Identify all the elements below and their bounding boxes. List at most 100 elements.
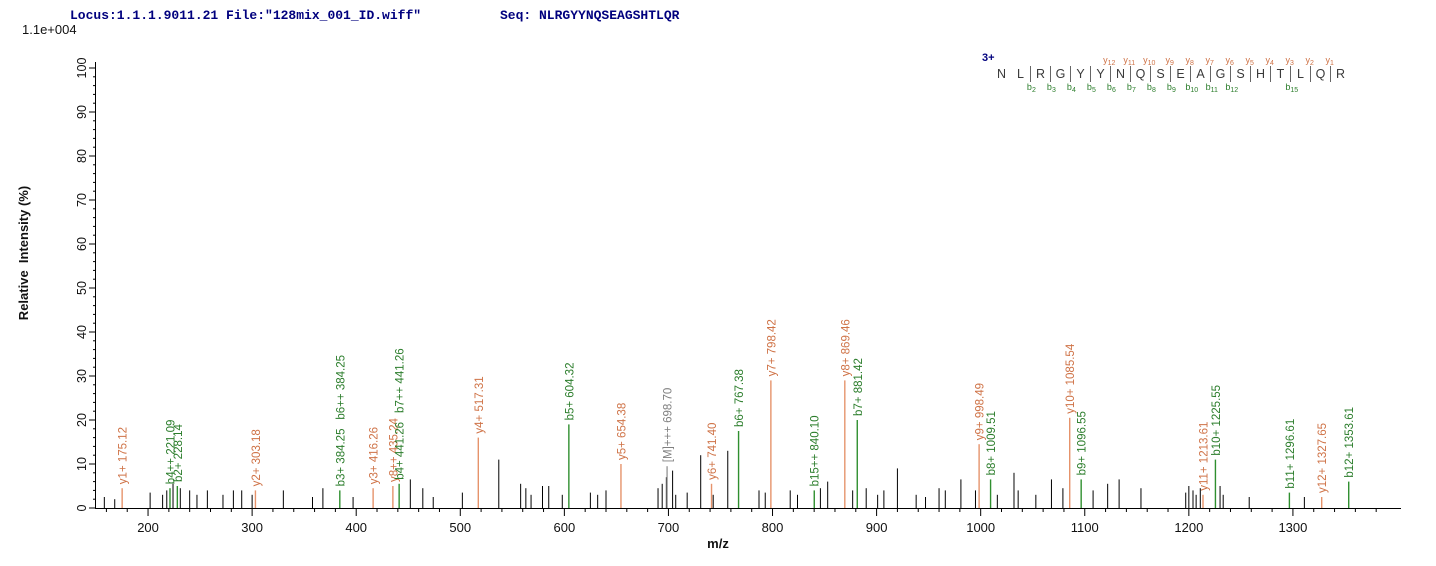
peak-label: y12+ 1327.65: [1317, 423, 1329, 493]
peak-label: b2+ 228.14: [173, 424, 185, 482]
cleavage-marker: y3 b15: [1285, 56, 1298, 95]
cleavage-marker: y5: [1245, 56, 1254, 82]
svg-text:40: 40: [75, 325, 89, 339]
y-ion-tag: y8: [1185, 55, 1194, 68]
y-ion-tag: y2: [1305, 55, 1314, 68]
peak-label: b4+ 441.26 b7++ 441.26: [395, 348, 407, 479]
residue: R: [1035, 67, 1046, 81]
svg-text:80: 80: [75, 149, 89, 163]
cleavage-marker: y6 b12: [1225, 56, 1238, 95]
svg-text:0: 0: [75, 504, 89, 511]
residue: R: [1335, 67, 1346, 81]
peak-label: b9+ 1096.55: [1077, 411, 1089, 475]
cleavage-marker: y10 b8: [1143, 56, 1156, 95]
svg-text:400: 400: [345, 520, 367, 535]
peak-label: y5+ 654.38: [616, 403, 628, 460]
y-ion-tag: y5: [1245, 55, 1254, 68]
svg-text:800: 800: [762, 520, 784, 535]
y-ion-tag: y4: [1265, 55, 1274, 68]
cleavage-marker: y4: [1265, 56, 1274, 82]
residue: Y: [1096, 67, 1105, 81]
svg-text:90: 90: [75, 105, 89, 119]
peak-label: y9+ 998.49: [975, 383, 987, 440]
peak-label: y3+ 416.26: [369, 427, 381, 484]
svg-text:50: 50: [75, 281, 89, 295]
cleavage-marker: b2: [1027, 66, 1036, 94]
peak-label: y11+ 1213.61: [1199, 422, 1211, 491]
cleavage-marker: y1: [1325, 56, 1334, 82]
b-ion-tag: b5: [1086, 82, 1096, 95]
residue: H: [1255, 67, 1266, 81]
peak-label: b7+ 881.42: [853, 358, 865, 416]
b-ion-tag: b6: [1106, 82, 1116, 95]
residue: S: [1156, 67, 1165, 81]
locus-file-label: Locus:1.1.1.9011.21 File:"128mix_001_ID.…: [70, 8, 422, 23]
svg-text:300: 300: [241, 520, 263, 535]
b-ion-tag: b3: [1046, 82, 1056, 95]
svg-text:20: 20: [75, 413, 89, 427]
cleavage-marker: b5: [1087, 66, 1096, 94]
x-axis-title: m/z: [707, 536, 729, 551]
residue: A: [1196, 67, 1205, 81]
cleavage-marker: y2: [1305, 56, 1314, 82]
x-tick-labels: 200 300 400 500 600 700 800 900 1000 1100 1200 1300: [137, 520, 1307, 535]
svg-text:1000: 1000: [966, 520, 995, 535]
svg-text:700: 700: [658, 520, 680, 535]
residue: G: [1055, 67, 1066, 81]
cleavage-marker: y7 b11: [1205, 56, 1217, 95]
svg-text:600: 600: [554, 520, 576, 535]
axes: [89, 62, 1401, 516]
y-ion-tag: y11: [1123, 55, 1136, 68]
b-ion-tag: b4: [1066, 82, 1076, 95]
residue: Q: [1315, 67, 1326, 81]
cleavage-marker: y9 b9: [1165, 56, 1175, 95]
b-ion-tag: b15: [1285, 82, 1299, 95]
cleavage-marker: b4: [1067, 66, 1076, 94]
svg-text:100: 100: [75, 58, 89, 79]
peak-label: b15++ 840.10: [810, 415, 822, 486]
y-ion-tag: y1: [1325, 55, 1334, 68]
peak-label: y8+ 869.46: [840, 319, 852, 376]
precursor-charge-label: 3+: [982, 52, 995, 64]
svg-text:900: 900: [866, 520, 888, 535]
y-tick-labels: 0 10 20 30 40 50 60 70 80 90 100: [75, 58, 89, 512]
peak-label: b12+ 1353.61: [1344, 407, 1356, 478]
svg-text:1200: 1200: [1174, 520, 1203, 535]
intensity-scale-annotation: 1.1e+004: [22, 22, 77, 37]
y-ion-tag: y7: [1205, 55, 1214, 68]
svg-text:10: 10: [75, 457, 89, 471]
unlabeled-peaks: [103, 450, 1305, 508]
svg-text:1300: 1300: [1278, 520, 1307, 535]
b-ion-tag: b12: [1225, 82, 1239, 95]
y-ion-tag: y3: [1285, 55, 1294, 68]
residue: Q: [1135, 67, 1146, 81]
b-ion-tag: b8: [1146, 82, 1156, 95]
peak-label: y2+ 303.18: [251, 429, 263, 486]
cleavage-marker: y8 b10: [1185, 56, 1198, 95]
residue: E: [1176, 67, 1185, 81]
peak-label: y7+ 798.42: [766, 319, 778, 376]
peak-label: b11+ 1296.61: [1285, 419, 1297, 489]
residue: T: [1276, 67, 1285, 81]
svg-text:60: 60: [75, 237, 89, 251]
sequence-header-label: Seq: NLRGYYNQSEAGSHTLQR: [500, 8, 680, 23]
svg-text:500: 500: [449, 520, 471, 535]
svg-text:70: 70: [75, 193, 89, 207]
y-ion-tag: y12: [1103, 55, 1116, 68]
b-ion-tag: b7: [1126, 82, 1136, 95]
peak-label: b5+ 604.32: [564, 363, 576, 421]
cleavage-marker: y11 b7: [1123, 56, 1135, 95]
peak-label: b8+ 1009.51: [986, 411, 998, 475]
peak-label: b6+ 767.38: [734, 369, 746, 427]
peak-label: y6+ 741.40: [707, 423, 719, 480]
peak-label: b10+ 1225.55: [1211, 385, 1223, 456]
peak-label: y10+ 1085.54: [1065, 343, 1077, 414]
cleavage-marker: b3: [1047, 66, 1056, 94]
peak-label: y4+ 517.31: [474, 376, 486, 433]
residue: N: [996, 67, 1007, 81]
y-ion-tag: y6: [1225, 55, 1234, 68]
residue: L: [1017, 67, 1024, 81]
residue: G: [1215, 67, 1226, 81]
